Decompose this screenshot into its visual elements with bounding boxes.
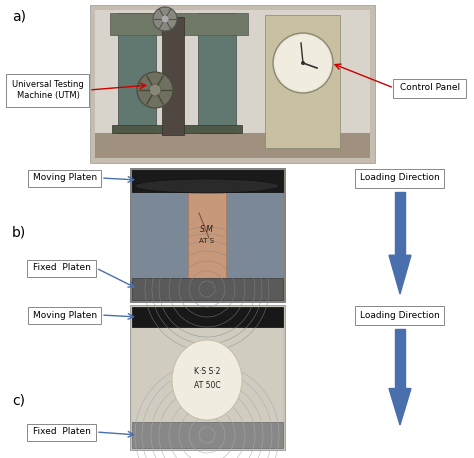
Circle shape [149,84,161,96]
Text: AT 50C: AT 50C [194,381,220,389]
Bar [112,125,242,133]
Text: AT S: AT S [200,238,215,244]
Bar [132,170,283,192]
FancyBboxPatch shape [27,260,97,277]
Bar [130,168,285,302]
FancyBboxPatch shape [356,169,445,187]
Bar [162,17,184,135]
Bar [265,15,340,148]
Circle shape [137,72,173,108]
FancyBboxPatch shape [27,424,97,441]
Bar [395,192,405,255]
Circle shape [275,35,331,91]
FancyBboxPatch shape [356,305,445,325]
Text: Universal Testing
Machine (UTM): Universal Testing Machine (UTM) [12,80,84,100]
Bar [198,13,236,133]
Polygon shape [389,255,411,294]
Bar [118,13,156,133]
Text: K·S S·2: K·S S·2 [194,367,220,376]
Bar [95,133,370,158]
Text: S.M: S.M [200,225,214,234]
Bar [110,13,248,35]
Text: Moving Platen: Moving Platen [33,311,97,320]
Circle shape [273,33,333,93]
Text: Fixed  Platen: Fixed Platen [33,263,91,273]
Text: c): c) [12,393,25,407]
Text: Loading Direction: Loading Direction [360,174,440,182]
Bar [132,170,283,300]
Bar [95,10,370,158]
Polygon shape [389,388,411,425]
Bar [130,305,285,450]
Text: Moving Platen: Moving Platen [33,174,97,182]
Text: Loading Direction: Loading Direction [360,311,440,320]
FancyBboxPatch shape [393,78,466,98]
Text: b): b) [12,226,26,240]
FancyBboxPatch shape [28,169,101,186]
Text: Control Panel: Control Panel [400,83,460,93]
FancyBboxPatch shape [28,306,101,323]
Ellipse shape [135,179,280,193]
Circle shape [301,61,305,65]
Ellipse shape [172,340,242,420]
Bar [90,5,375,163]
Bar [132,278,283,300]
Bar [395,329,405,388]
Circle shape [153,7,177,31]
FancyBboxPatch shape [7,73,90,107]
Circle shape [161,15,169,23]
Text: Fixed  Platen: Fixed Platen [33,427,91,436]
Bar [188,192,226,278]
Bar [132,307,283,327]
Bar [132,307,283,448]
Bar [132,422,283,448]
Text: a): a) [12,10,26,24]
